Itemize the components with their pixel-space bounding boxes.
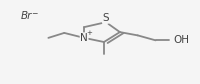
Text: N: N: [80, 33, 88, 43]
Text: +: +: [86, 30, 92, 36]
Text: S: S: [103, 13, 109, 23]
Text: OH: OH: [173, 35, 189, 45]
Text: −: −: [31, 9, 38, 18]
Text: Br: Br: [21, 11, 32, 21]
